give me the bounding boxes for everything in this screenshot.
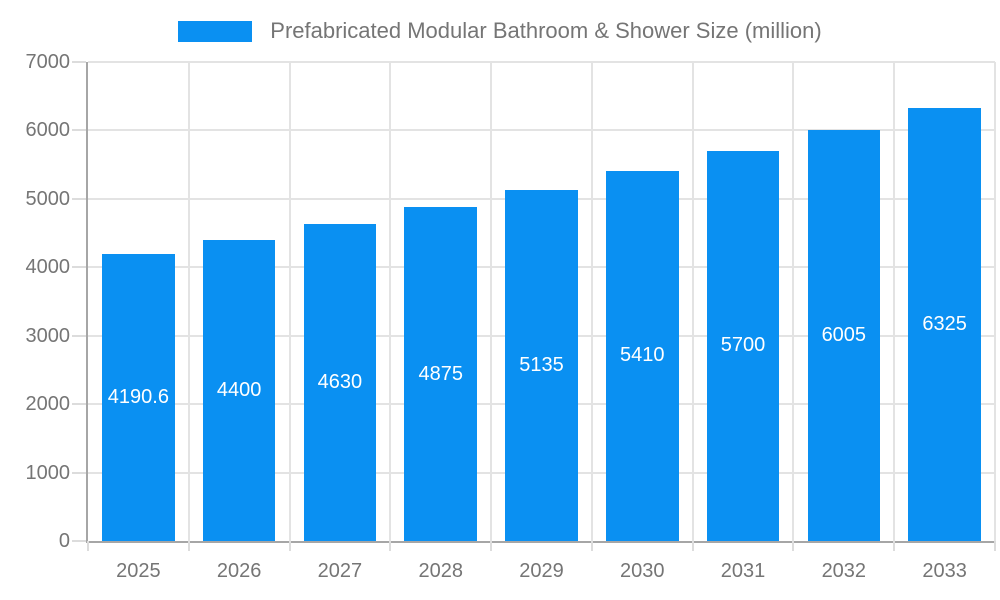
y-axis-label: 0: [58, 530, 70, 552]
x-gridline: [289, 62, 291, 541]
bar-value-label: 4400: [216, 378, 262, 401]
y-axis-tick: [72, 61, 86, 63]
bar: 5410: [605, 170, 679, 541]
bar: 6325: [908, 108, 981, 541]
x-axis-tick: [289, 541, 291, 551]
x-axis-tick: [591, 541, 593, 551]
y-axis-label: 4000: [25, 256, 71, 279]
bar-value-label: 4190.6: [107, 386, 169, 409]
x-gridline: [490, 62, 492, 541]
legend-swatch: [178, 20, 253, 42]
bar-value-label: 5410: [620, 344, 665, 367]
x-axis-label: 2027: [317, 560, 363, 582]
y-gridline: [88, 129, 995, 132]
plot-area: 0 1000 2000 3000 4000 5000 6000 7000 4190.6 2025 4…: [26, 52, 996, 581]
bar: 4875: [404, 207, 477, 541]
bar: 5700: [706, 150, 780, 541]
y-gridline: [88, 61, 995, 63]
x-gridline: [591, 62, 593, 541]
x-gridline: [692, 62, 694, 541]
chart-title: Prefabricated Modular Bathroom & Shower …: [270, 18, 822, 43]
x-axis-label: 2026: [216, 560, 262, 582]
x-axis-label: 2030: [620, 560, 665, 582]
y-axis-tick: [72, 197, 86, 200]
x-axis-tick: [893, 541, 895, 551]
x-gridline: [893, 62, 895, 541]
x-axis-label: 2031: [720, 560, 766, 582]
y-axis-tick: [72, 129, 86, 132]
bar: 5135: [505, 189, 578, 541]
y-axis-tick: [72, 540, 86, 542]
x-axis-tick: [994, 541, 996, 551]
x-axis-tick: [188, 541, 190, 551]
x-gridline: [389, 62, 391, 541]
x-axis-label: 2028: [418, 560, 463, 582]
bar: 4400: [202, 239, 276, 541]
x-axis-tick: [692, 541, 694, 551]
x-axis-label: 2033: [922, 560, 967, 582]
y-axis-tick: [72, 266, 86, 269]
bar-value-label: 6325: [922, 313, 967, 336]
x-gridline: [188, 62, 190, 541]
x-gridline: [994, 62, 996, 541]
x-axis-tick: [792, 541, 794, 551]
bar: 4190.6: [102, 254, 175, 541]
x-axis-tick: [87, 541, 89, 551]
bar: 4630: [303, 224, 377, 541]
y-axis-tick: [72, 403, 86, 406]
bar-value-label: 5135: [519, 353, 564, 376]
x-axis-label: 2029: [519, 560, 564, 582]
y-axis-label: 6000: [25, 119, 71, 142]
y-axis-label: 1000: [25, 461, 71, 484]
x-axis-label: 2032: [821, 560, 867, 582]
x-axis-tick: [389, 541, 391, 551]
y-axis-label: 7000: [25, 51, 71, 73]
bar-value-label: 5700: [720, 334, 766, 357]
x-gridline: [792, 62, 794, 541]
bar-value-label: 6005: [821, 324, 867, 347]
chart-legend: Prefabricated Modular Bathroom & Shower …: [0, 18, 1000, 44]
y-axis-tick: [72, 334, 86, 337]
y-axis-label: 2000: [25, 393, 71, 416]
bar-value-label: 4875: [418, 362, 463, 385]
y-axis-label: 5000: [25, 187, 71, 210]
y-axis-tick: [72, 471, 86, 474]
bar-value-label: 4630: [317, 371, 363, 394]
x-axis-label: 2025: [116, 560, 161, 582]
bar: 6005: [807, 130, 881, 541]
x-axis-tick: [490, 541, 492, 551]
y-axis-label: 3000: [25, 324, 71, 347]
